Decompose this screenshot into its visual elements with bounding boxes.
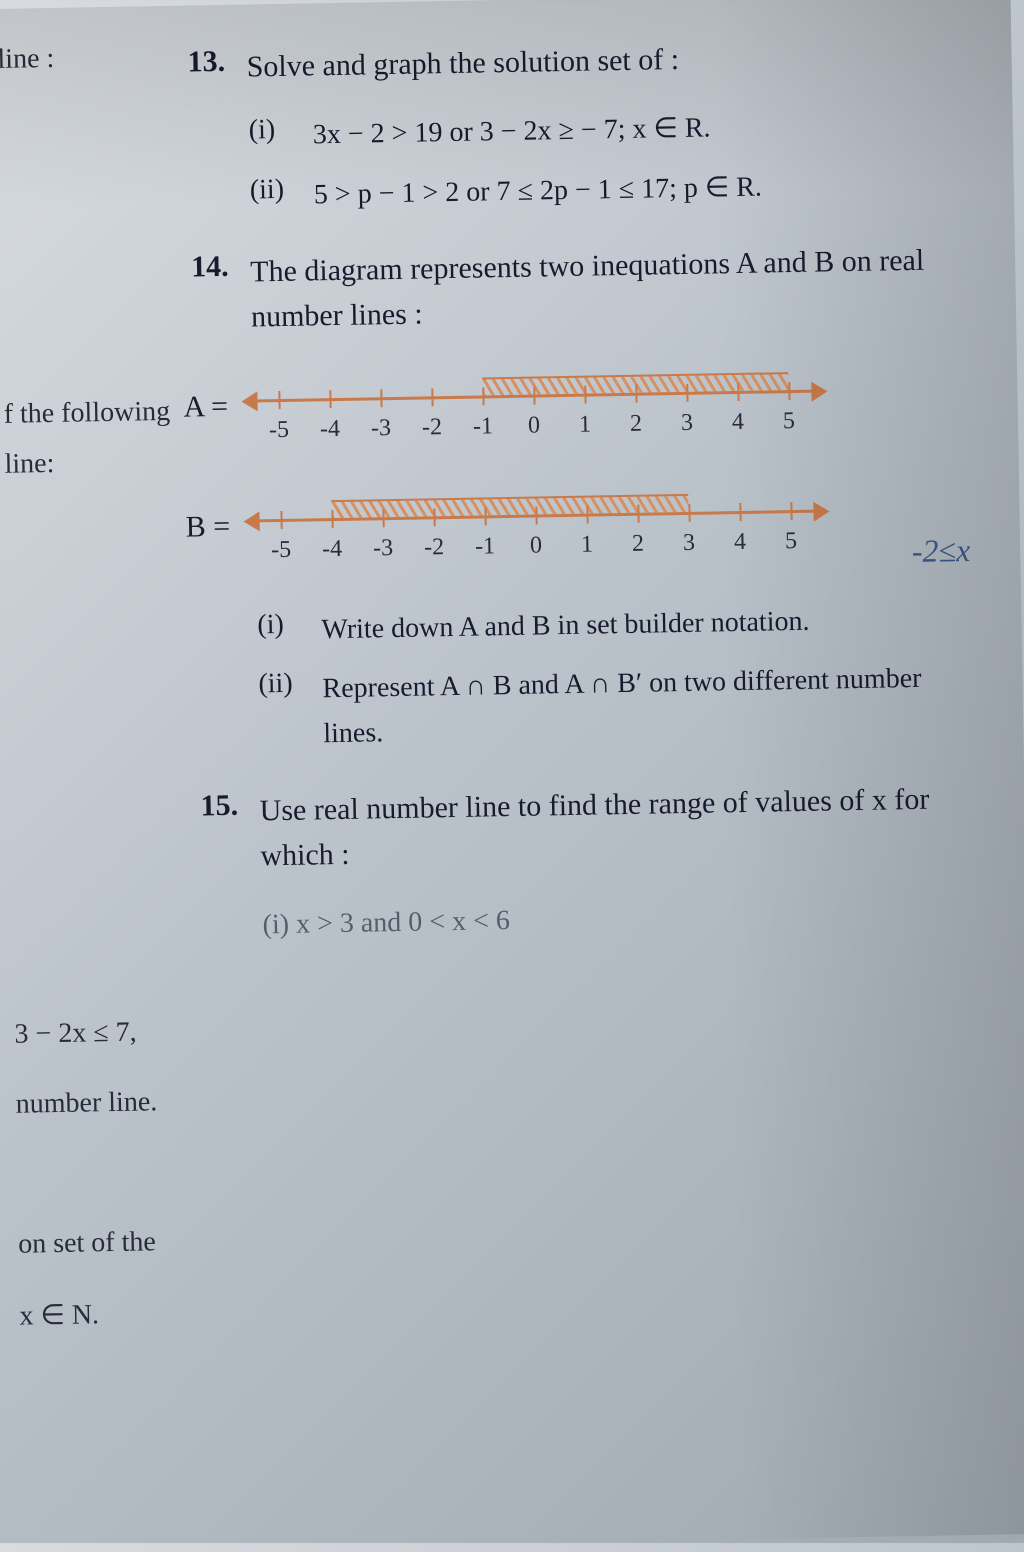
numberline-a-arrow-right	[811, 381, 827, 401]
numberline-tick	[686, 383, 688, 401]
q15-text: Use real number line to find the range o…	[259, 776, 974, 878]
q14-i-num: (i)	[257, 608, 318, 641]
q14-number: 14.	[191, 249, 247, 284]
q15-number: 15.	[200, 788, 256, 823]
numberline-tick	[433, 508, 435, 526]
numberline-tick	[482, 387, 484, 405]
page-content: line : f the following line: 3 − 2x ≤ 7,…	[0, 0, 1024, 998]
q15-item-i: (i) x > 3 and 0 < x < 6	[262, 891, 987, 948]
q14-ii-num: (ii)	[258, 668, 319, 701]
numberline-tick-label: -3	[373, 535, 393, 562]
numberline-b-label: B =	[185, 509, 230, 544]
question-13: 13. Solve and graph the solution set of …	[187, 32, 972, 91]
numberline-tick	[382, 509, 384, 527]
numberline-tick-label: 5	[783, 408, 795, 435]
numberline-tick	[637, 504, 639, 522]
numberline-tick-label: 1	[581, 531, 593, 558]
numberline-tick	[280, 511, 282, 529]
numberline-b-container: B = -5-4-3-2-1012345	[255, 476, 980, 579]
numberline-tick-label: 3	[683, 529, 695, 556]
numberline-tick-label: -1	[473, 413, 493, 440]
q13-i-text: 3x − 2 > 19 or 3 − 2x ≥ − 7; x ∈ R.	[312, 102, 957, 158]
margin-line2: line:	[4, 448, 54, 481]
numberline-tick-label: 4	[732, 408, 744, 435]
q14-i-text: Write down A and B in set builder notati…	[321, 597, 966, 653]
numberline-tick	[278, 391, 280, 409]
numberline-b-arrow-left	[243, 511, 259, 531]
q13-ii-text: 5 > p − 1 > 2 or 7 ≤ 2p − 1 ≤ 17; p ∈ R.	[314, 162, 959, 218]
margin-line: line :	[0, 43, 55, 76]
numberline-tick-label: -1	[475, 533, 495, 560]
numberline-tick-label: 3	[681, 409, 693, 436]
numberline-tick-label: -5	[269, 416, 289, 443]
numberline-tick	[737, 383, 739, 401]
numberline-tick-label: 1	[579, 411, 591, 438]
q13-text: Solve and graph the solution set of :	[246, 32, 961, 89]
numberline-tick-label: 5	[785, 528, 797, 555]
numberline-tick-label: -2	[422, 414, 442, 441]
numberline-tick	[484, 507, 486, 525]
numberline-a-arrow-left	[241, 391, 257, 411]
numberline-tick-label: -4	[320, 416, 340, 443]
numberline-tick-label: -2	[424, 534, 444, 561]
q14-ii-text: Represent A ∩ B and A ∩ B′ on two differ…	[322, 656, 967, 757]
q13-item-ii: (ii) 5 > p − 1 > 2 or 7 ≤ 2p − 1 ≤ 17; p…	[250, 162, 975, 219]
q13-ii-num: (ii)	[250, 173, 311, 206]
numberline-tick	[688, 503, 690, 521]
margin-ineq: 3 − 2x ≤ 7,	[14, 1017, 137, 1051]
margin-onset: on set of the	[18, 1226, 156, 1260]
numberline-tick-label: 4	[734, 528, 746, 555]
numberline-tick	[739, 503, 741, 521]
numberline-tick-label: 2	[630, 410, 642, 437]
margin-xn: x ∈ N.	[19, 1297, 99, 1332]
numberline-tick	[788, 382, 790, 400]
numberline-tick	[635, 384, 637, 402]
q13-i-num: (i)	[248, 113, 309, 146]
numberline-tick	[331, 510, 333, 528]
numberline-tick	[535, 506, 537, 524]
numberline-tick	[584, 385, 586, 403]
q14-text: The diagram represents two inequations A…	[250, 237, 965, 339]
q14-item-i: (i) Write down A and B in set builder no…	[257, 596, 982, 653]
numberline-tick-label: 2	[632, 530, 644, 557]
q15-i-text: (i) x > 3 and 0 < x < 6	[262, 892, 907, 948]
q13-number: 13.	[187, 45, 243, 80]
numberline-tick-label: -5	[271, 536, 291, 563]
numberline-b: B = -5-4-3-2-1012345	[255, 479, 856, 579]
numberline-tick	[329, 390, 331, 408]
numberline-tick	[533, 386, 535, 404]
numberline-a-container: A = -5-4-3-2-1012345	[253, 356, 978, 459]
numberline-tick-label: 0	[530, 532, 542, 559]
numberline-tick	[790, 502, 792, 520]
numberline-tick	[431, 388, 433, 406]
numberline-tick	[380, 389, 382, 407]
question-14: 14. The diagram represents two inequatio…	[191, 236, 976, 340]
numberline-b-arrow-right	[813, 501, 829, 521]
q13-item-i: (i) 3x − 2 > 19 or 3 − 2x ≥ − 7; x ∈ R.	[248, 102, 973, 159]
numberline-a: A = -5-4-3-2-1012345	[253, 359, 854, 459]
margin-following: f the following	[3, 396, 170, 431]
numberline-a-label: A =	[183, 389, 228, 424]
numberline-tick-label: -3	[371, 415, 391, 442]
numberline-tick-label: 0	[528, 412, 540, 439]
numberline-tick	[586, 505, 588, 523]
q14-item-ii: (ii) Represent A ∩ B and A ∩ B′ on two d…	[258, 656, 983, 758]
numberline-tick-label: -4	[322, 536, 342, 563]
margin-numberline: number line.	[15, 1086, 157, 1120]
question-15: 15. Use real number line to find the ran…	[200, 776, 985, 880]
